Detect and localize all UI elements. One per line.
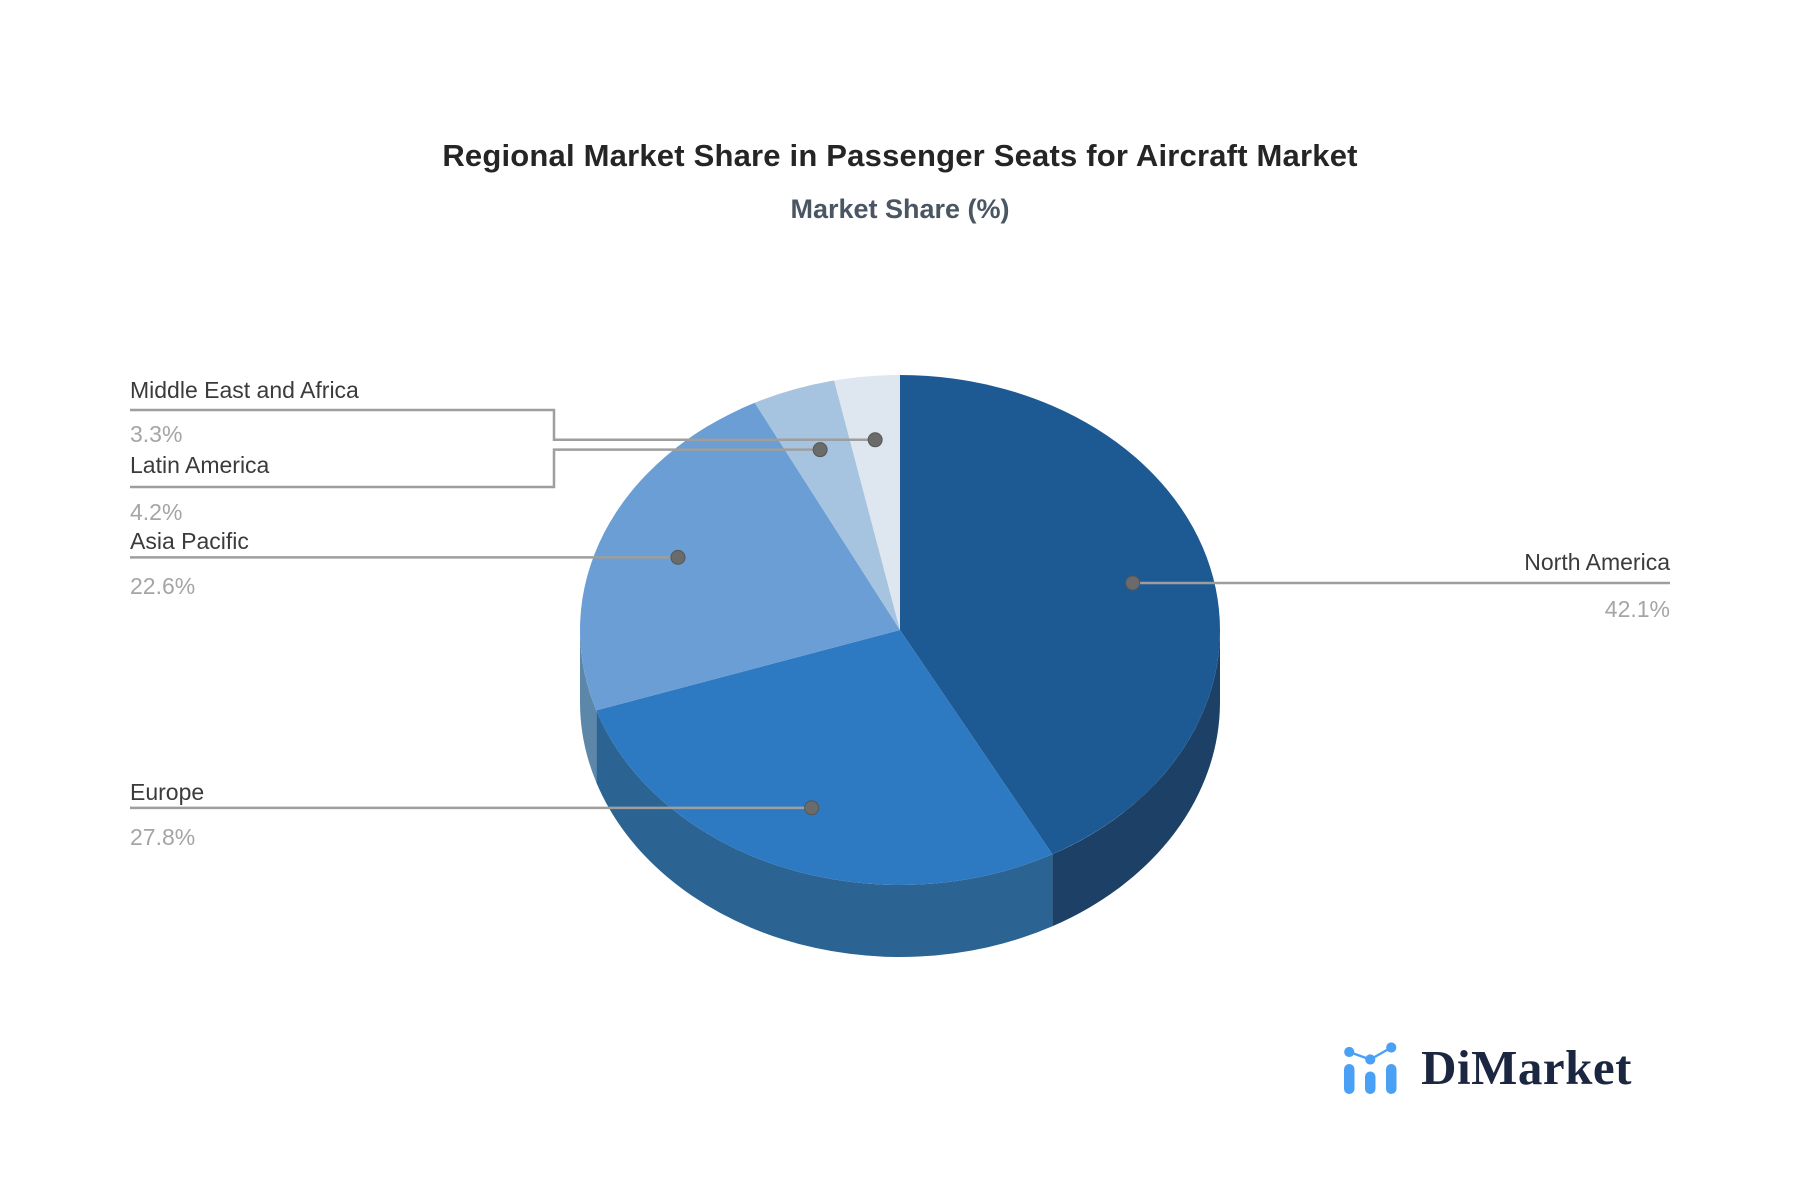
pie-slice-asia-pacific[interactable] bbox=[580, 402, 900, 711]
slice-pct-label-latin-america: 4.2% bbox=[130, 499, 183, 525]
pie-slice-north-america[interactable] bbox=[900, 375, 1221, 855]
leader-dot-north-america bbox=[1125, 575, 1141, 591]
slice-name-label-north-america: North America bbox=[1524, 549, 1670, 575]
leader-dot-middle-east-and-africa bbox=[867, 432, 883, 448]
slice-name-label-asia-pacific: Asia Pacific bbox=[130, 528, 249, 554]
leader-dot-asia-pacific bbox=[670, 549, 686, 565]
leader-line-middle-east-and-africa bbox=[130, 408, 876, 442]
pie-slice-side-europe bbox=[596, 710, 1053, 958]
leader-dot-latin-america bbox=[812, 442, 828, 458]
slice-pct-label-north-america: 42.1% bbox=[1604, 596, 1670, 622]
leader-dot-europe bbox=[804, 800, 820, 816]
pie-slice-latin-america[interactable] bbox=[754, 380, 900, 630]
logo-bar bbox=[1365, 1071, 1376, 1094]
logo-trend-dot bbox=[1365, 1054, 1376, 1065]
brand-logo: DiMarket bbox=[1341, 1036, 1632, 1098]
logo-bar bbox=[1386, 1064, 1397, 1094]
pie-slice-europe[interactable] bbox=[596, 630, 1053, 886]
slice-pct-label-asia-pacific: 22.6% bbox=[130, 573, 196, 599]
pie-slice-side-asia-pacific bbox=[580, 630, 597, 783]
chart-subtitle: Market Share (%) bbox=[790, 194, 1010, 224]
pie-slice-side-north-america bbox=[1052, 630, 1220, 927]
slice-name-label-europe: Europe bbox=[130, 779, 205, 805]
leader-line-latin-america bbox=[130, 448, 821, 489]
logo-bar bbox=[1344, 1064, 1355, 1094]
chart-title: Regional Market Share in Passenger Seats… bbox=[442, 138, 1358, 173]
logo-text: DiMarket bbox=[1421, 1039, 1632, 1095]
slice-pct-label-middle-east-and-africa: 3.3% bbox=[130, 421, 183, 447]
logo-trend-dot bbox=[1386, 1042, 1397, 1053]
slice-pct-label-europe: 27.8% bbox=[130, 824, 196, 850]
logo-trend-dot bbox=[1344, 1046, 1355, 1058]
slice-name-label-latin-america: Latin America bbox=[130, 452, 270, 478]
logo-bars-icon bbox=[1344, 1042, 1397, 1094]
slice-name-label-middle-east-and-africa: Middle East and Africa bbox=[130, 377, 359, 403]
